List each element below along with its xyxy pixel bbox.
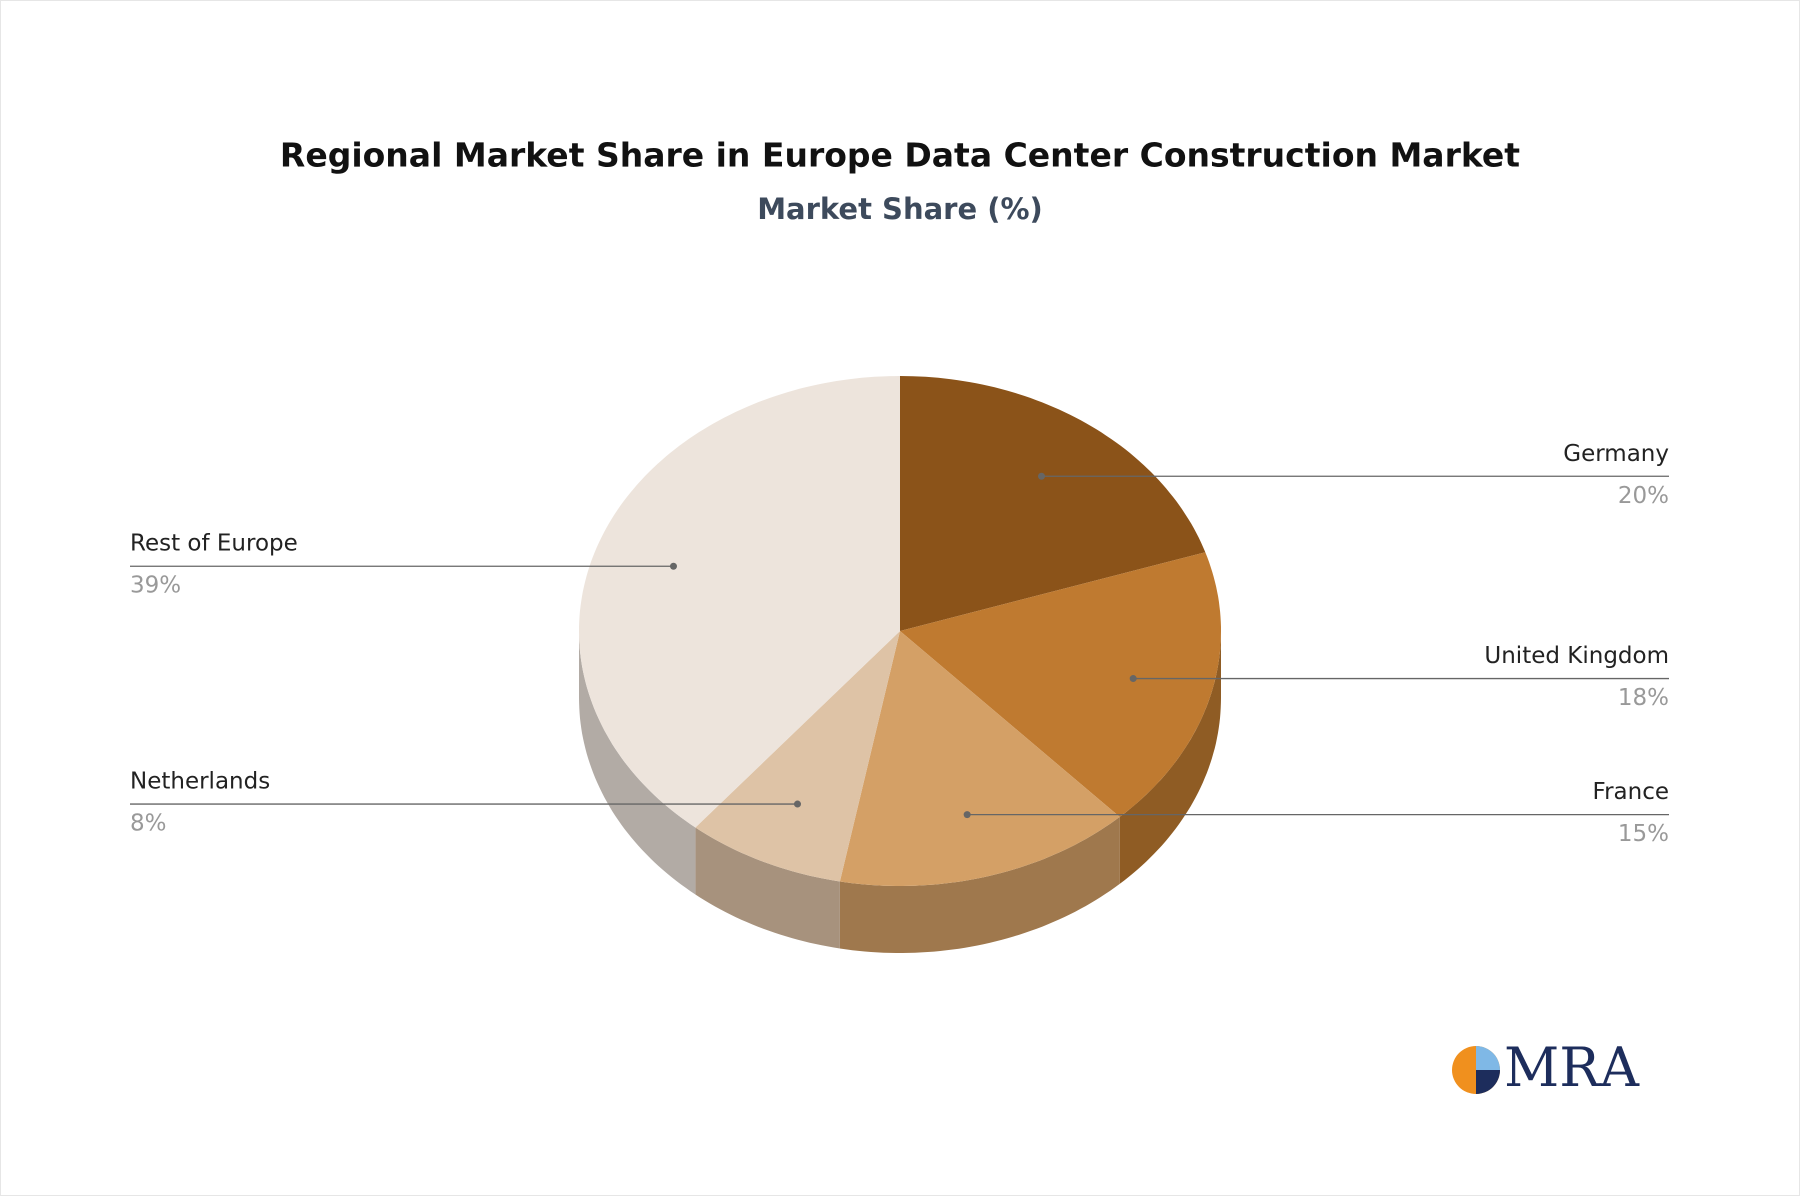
slice [839, 631, 1120, 886]
legend-label: Netherlands [130, 769, 270, 795]
leader-dot [1129, 675, 1137, 683]
slice [900, 376, 1206, 631]
logo: MRA [1452, 1036, 1640, 1099]
chart-subtitle: Market Share (%) [757, 192, 1043, 226]
logo-icon-part [1476, 1046, 1500, 1070]
leader-dot [963, 811, 971, 819]
slice [579, 376, 900, 828]
legend-label: France [1593, 779, 1669, 805]
logo-icon-part [1476, 1070, 1500, 1094]
chart-title: Regional Market Share in Europe Data Cen… [280, 136, 1520, 175]
legend-label: Germany [1563, 441, 1669, 467]
pie: Germany 20% United Kingdom 18% France 15% Neth… [130, 376, 1669, 953]
value-label: 15% [1618, 821, 1669, 847]
leader-dot [1038, 472, 1046, 480]
logo-text: MRA [1504, 1036, 1640, 1099]
value-label: 8% [130, 811, 167, 837]
legend-label: United Kingdom [1484, 643, 1669, 669]
slice-side [1119, 631, 1221, 884]
value-label: 39% [130, 573, 181, 599]
slice-side [579, 631, 696, 895]
slice-side [839, 816, 1120, 953]
leader-dot [669, 562, 677, 570]
value-label: 20% [1618, 483, 1669, 509]
value-label: 18% [1618, 685, 1669, 711]
slice [900, 552, 1221, 817]
leader-dot [793, 800, 801, 808]
legend-label: Rest of Europe [130, 531, 298, 557]
slice-side [695, 827, 840, 949]
slice [695, 631, 900, 882]
